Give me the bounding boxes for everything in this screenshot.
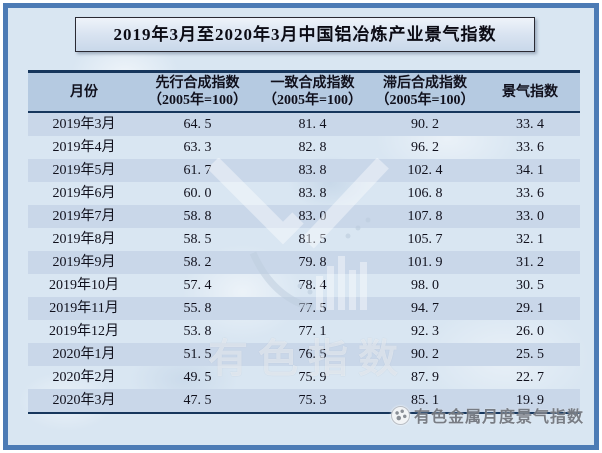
value-cell: 49. 5 xyxy=(183,370,212,385)
table-row: 2019年10月 57. 4 78. 4 98. 0 30. 5 xyxy=(28,274,580,297)
value-cell: 79. 8 xyxy=(298,255,327,270)
month-cell: 2019年12月 xyxy=(49,324,119,339)
month-cell: 2019年5月 xyxy=(52,163,116,178)
value-cell: 55. 8 xyxy=(183,301,212,316)
table-row: 2019年12月 53. 8 77. 1 92. 3 26. 0 xyxy=(28,320,580,343)
value-cell: 63. 3 xyxy=(183,140,212,155)
month-cell: 2019年11月 xyxy=(49,301,119,316)
value-cell: 101. 9 xyxy=(407,255,443,270)
table-row: 2019年6月 60. 0 83. 8 106. 8 33. 6 xyxy=(28,182,580,205)
value-cell: 98. 0 xyxy=(411,278,439,293)
table-row: 2019年8月 58. 5 81. 5 105. 7 32. 1 xyxy=(28,228,580,251)
header-cell: 先行合成指数 （2005年=100） xyxy=(148,76,247,108)
month-cell: 2020年2月 xyxy=(52,370,116,385)
month-cell: 2020年1月 xyxy=(52,347,116,362)
month-cell: 2019年9月 xyxy=(52,255,116,270)
value-cell: 81. 4 xyxy=(298,117,327,132)
value-cell: 26. 0 xyxy=(516,324,544,339)
value-cell: 58. 8 xyxy=(183,209,212,224)
value-cell: 76. 5 xyxy=(298,347,327,362)
value-cell: 92. 3 xyxy=(411,324,439,339)
value-cell: 77. 1 xyxy=(298,324,327,339)
table-row: 2019年4月 63. 3 82. 8 96. 2 33. 6 xyxy=(28,136,580,159)
value-cell: 82. 8 xyxy=(298,140,327,155)
value-cell: 78. 4 xyxy=(298,278,327,293)
value-cell: 33. 0 xyxy=(516,209,544,224)
month-cell: 2019年7月 xyxy=(52,209,116,224)
table-row: 2019年3月 64. 5 81. 4 90. 2 33. 4 xyxy=(28,113,580,136)
value-cell: 83. 8 xyxy=(298,186,327,201)
table-row: 2019年11月 55. 8 77. 5 94. 7 29. 1 xyxy=(28,297,580,320)
value-cell: 29. 1 xyxy=(516,301,544,316)
value-cell: 85. 1 xyxy=(411,393,439,408)
value-cell: 53. 8 xyxy=(183,324,212,339)
value-cell: 57. 4 xyxy=(183,278,212,293)
value-cell: 47. 5 xyxy=(183,393,212,408)
value-cell: 107. 8 xyxy=(407,209,443,224)
header-cell: 月份 xyxy=(70,84,98,100)
value-cell: 51. 5 xyxy=(183,347,212,362)
source-watermark-text: 有色金属月度景气指数 xyxy=(413,409,584,426)
value-cell: 22. 7 xyxy=(516,370,544,385)
month-cell: 2019年10月 xyxy=(49,278,119,293)
value-cell: 102. 4 xyxy=(407,163,443,178)
month-cell: 2019年3月 xyxy=(52,117,116,132)
value-cell: 64. 5 xyxy=(183,117,212,132)
value-cell: 58. 2 xyxy=(183,255,212,270)
value-cell: 81. 5 xyxy=(298,232,327,247)
page-title: 2019年3月至2020年3月中国铝冶炼产业景气指数 xyxy=(75,17,535,52)
account-logo-icon xyxy=(390,405,410,425)
header-cell: 滞后合成指数 （2005年=100） xyxy=(375,76,475,108)
value-cell: 58. 5 xyxy=(183,232,212,247)
value-cell: 25. 5 xyxy=(516,347,544,362)
header-cell: 景气指数 xyxy=(502,84,558,100)
table-row: 2019年9月 58. 2 79. 8 101. 9 31. 2 xyxy=(28,251,580,274)
value-cell: 60. 0 xyxy=(183,186,212,201)
month-cell: 2020年3月 xyxy=(52,393,116,408)
source-watermark: 有色金属月度景气指数 xyxy=(390,403,584,427)
month-cell: 2019年8月 xyxy=(52,232,116,247)
value-cell: 87. 9 xyxy=(411,370,439,385)
value-cell: 32. 1 xyxy=(516,232,544,247)
value-cell: 75. 9 xyxy=(298,370,327,385)
value-cell: 94. 7 xyxy=(411,301,439,316)
month-cell: 2019年4月 xyxy=(52,140,116,155)
value-cell: 75. 3 xyxy=(298,393,327,408)
value-cell: 61. 7 xyxy=(183,163,212,178)
table-row: 2020年1月 51. 5 76. 5 90. 2 25. 5 xyxy=(28,343,580,366)
value-cell: 33. 6 xyxy=(516,140,544,155)
table-row: 2019年7月 58. 8 83. 0 107. 8 33. 0 xyxy=(28,205,580,228)
table-row: 2020年2月 49. 5 75. 9 87. 9 22. 7 xyxy=(28,366,580,389)
table-body: 2019年3月 64. 5 81. 4 90. 2 33. 4 2019年4月 63. 3 8… xyxy=(28,113,580,414)
value-cell: 90. 2 xyxy=(411,347,439,362)
month-cell: 2019年6月 xyxy=(52,186,116,201)
header-cell: 一致合成指数 （2005年=100） xyxy=(263,76,362,108)
table-header-row: 月份 先行合成指数 （2005年=100） 一致合成指数 （2005年=100） 滞后合成… xyxy=(28,70,580,113)
index-table: 月份 先行合成指数 （2005年=100） 一致合成指数 （2005年=100） 滞后合成… xyxy=(28,70,580,414)
value-cell: 105. 7 xyxy=(407,232,443,247)
blue-frame: 2019年3月至2020年3月中国铝冶炼产业景气指数 xyxy=(3,3,599,450)
value-cell: 34. 1 xyxy=(516,163,544,178)
value-cell: 96. 2 xyxy=(411,140,439,155)
value-cell: 30. 5 xyxy=(516,278,544,293)
value-cell: 33. 6 xyxy=(516,186,544,201)
value-cell: 90. 2 xyxy=(411,117,439,132)
value-cell: 77. 5 xyxy=(298,301,327,316)
value-cell: 83. 8 xyxy=(298,163,327,178)
value-cell: 19. 9 xyxy=(516,393,544,408)
value-cell: 83. 0 xyxy=(298,209,327,224)
table-row: 2019年5月 61. 7 83. 8 102. 4 34. 1 xyxy=(28,159,580,182)
value-cell: 33. 4 xyxy=(516,117,544,132)
value-cell: 106. 8 xyxy=(407,186,443,201)
table-row: 2020年3月 47. 5 75. 3 85. 1 19. 9 xyxy=(28,389,580,412)
value-cell: 31. 2 xyxy=(516,255,544,270)
